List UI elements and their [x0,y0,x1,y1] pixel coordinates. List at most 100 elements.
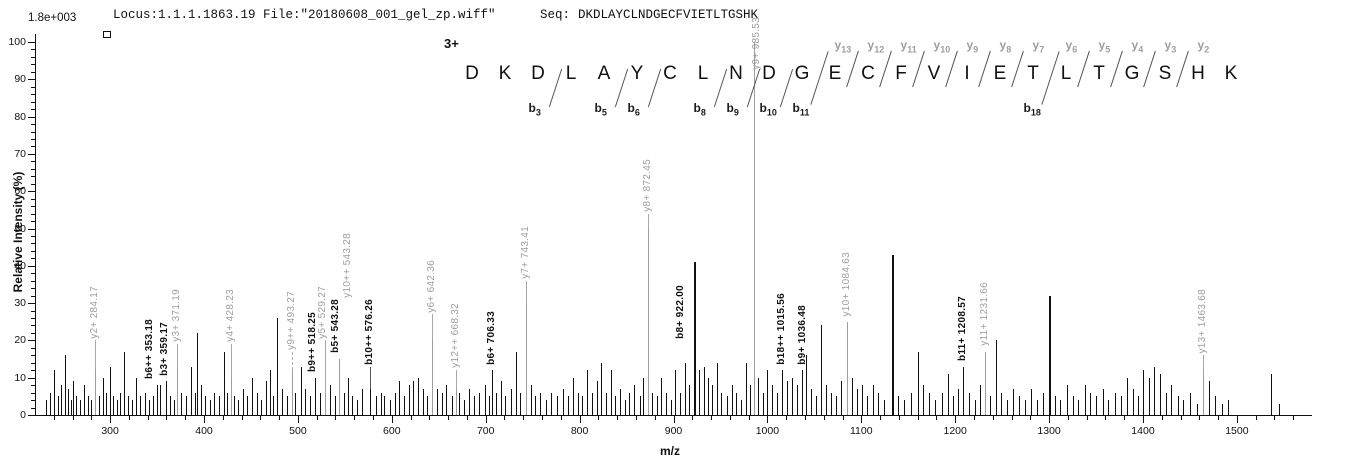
peak [479,392,481,415]
y-tick-label: 100 [8,36,26,48]
peak [591,392,593,415]
peak [380,392,382,415]
y-tick-label: 0 [20,409,26,421]
x-major-tick [485,416,487,423]
x-minor-tick [635,416,637,420]
peak [878,392,880,415]
peak-label-y10++: y10++ 543.28 [341,232,353,298]
peak [347,377,349,415]
y-axis [35,34,36,415]
y-minor-tick [31,325,35,327]
peak [711,385,713,415]
peak [496,392,498,415]
peak [484,385,486,415]
x-minor-tick [804,416,806,420]
peak [127,396,129,415]
x-tick-label: 400 [195,425,213,437]
locus-file-header: Locus:1.1.1.1863.19 File:"20180608_001_g… [113,8,496,22]
peak [223,351,225,415]
base-peak-intensity-label: 1.8e+003 [28,12,77,24]
peak [1183,400,1185,415]
peak [810,388,812,415]
peak [787,381,789,415]
y-minor-tick [31,146,35,148]
sequence-header-value: DKDLAYCLNDGECFVIETLTGSHK [578,8,759,22]
peak [209,400,211,415]
x-major-tick [1049,416,1051,423]
x-minor-tick [279,416,281,420]
peak [721,392,723,415]
peak-label-b8+: b8+ 922.00 [675,284,687,339]
peak [53,370,55,415]
y-minor-tick [31,400,35,402]
x-minor-tick [729,416,731,420]
x-major-tick [204,416,205,423]
x-minor-tick [1105,416,1107,420]
precursor-charge-label: 3+ [444,36,459,51]
peak-label-b5+: b5+ 543.28 [329,299,341,354]
peak [441,392,443,415]
peak [540,392,542,415]
peak-y3+ [176,366,178,415]
peak [201,385,203,415]
x-minor-tick [448,416,450,420]
peak [219,396,221,415]
x-minor-tick [410,416,412,420]
peak [1132,388,1134,415]
peak [286,396,288,415]
peak [1043,392,1045,415]
peak-b6++ [160,385,162,415]
x-tick-label: 1500 [1225,425,1249,437]
y-minor-tick [31,355,35,357]
peak [227,392,229,415]
x-tick-label: 900 [664,425,683,437]
peak [772,385,774,415]
x-minor-tick [786,416,788,420]
y-minor-tick [31,280,35,282]
peak [1060,400,1062,415]
peak [136,377,138,415]
peak-b8+ [694,262,697,415]
peak [451,396,453,415]
x-minor-tick [692,416,694,420]
x-major-tick [391,416,393,423]
peak [426,396,428,415]
peak [643,377,645,415]
peak [310,396,312,415]
y-minor-tick [31,347,35,349]
peak [1215,396,1217,415]
y-minor-tick [31,161,35,163]
x-minor-tick [898,416,900,420]
x-tick-label: 1100 [849,425,873,437]
y-tick-label: 90 [14,73,26,86]
leader-line-y9++ [291,351,293,371]
x-minor-tick [466,416,468,420]
peak-y7+ [526,303,528,415]
peak [515,351,517,415]
peak [1159,373,1161,415]
peak [404,396,405,415]
y-minor-tick [31,370,35,372]
peak [102,377,104,415]
peak-y12++ [455,388,457,415]
peak [446,385,448,415]
peak [820,325,822,415]
peak [269,370,271,415]
peak [530,385,532,415]
y-minor-tick [31,385,35,387]
peak [675,370,677,415]
peak [1054,396,1056,415]
y-tick-label: 40 [14,259,26,272]
peak [1177,396,1179,415]
leader-line-y13+ [1202,355,1204,374]
peak [1031,388,1033,415]
peak-label-y3+: y3+ 371.19 [170,289,182,343]
x-tick-label: 1400 [1131,425,1155,437]
y-major-tick [28,340,35,342]
y-minor-tick [31,258,35,260]
peak [46,400,48,415]
peak [897,396,899,415]
peak [1127,377,1129,415]
peak [357,400,359,415]
peak [76,396,78,415]
